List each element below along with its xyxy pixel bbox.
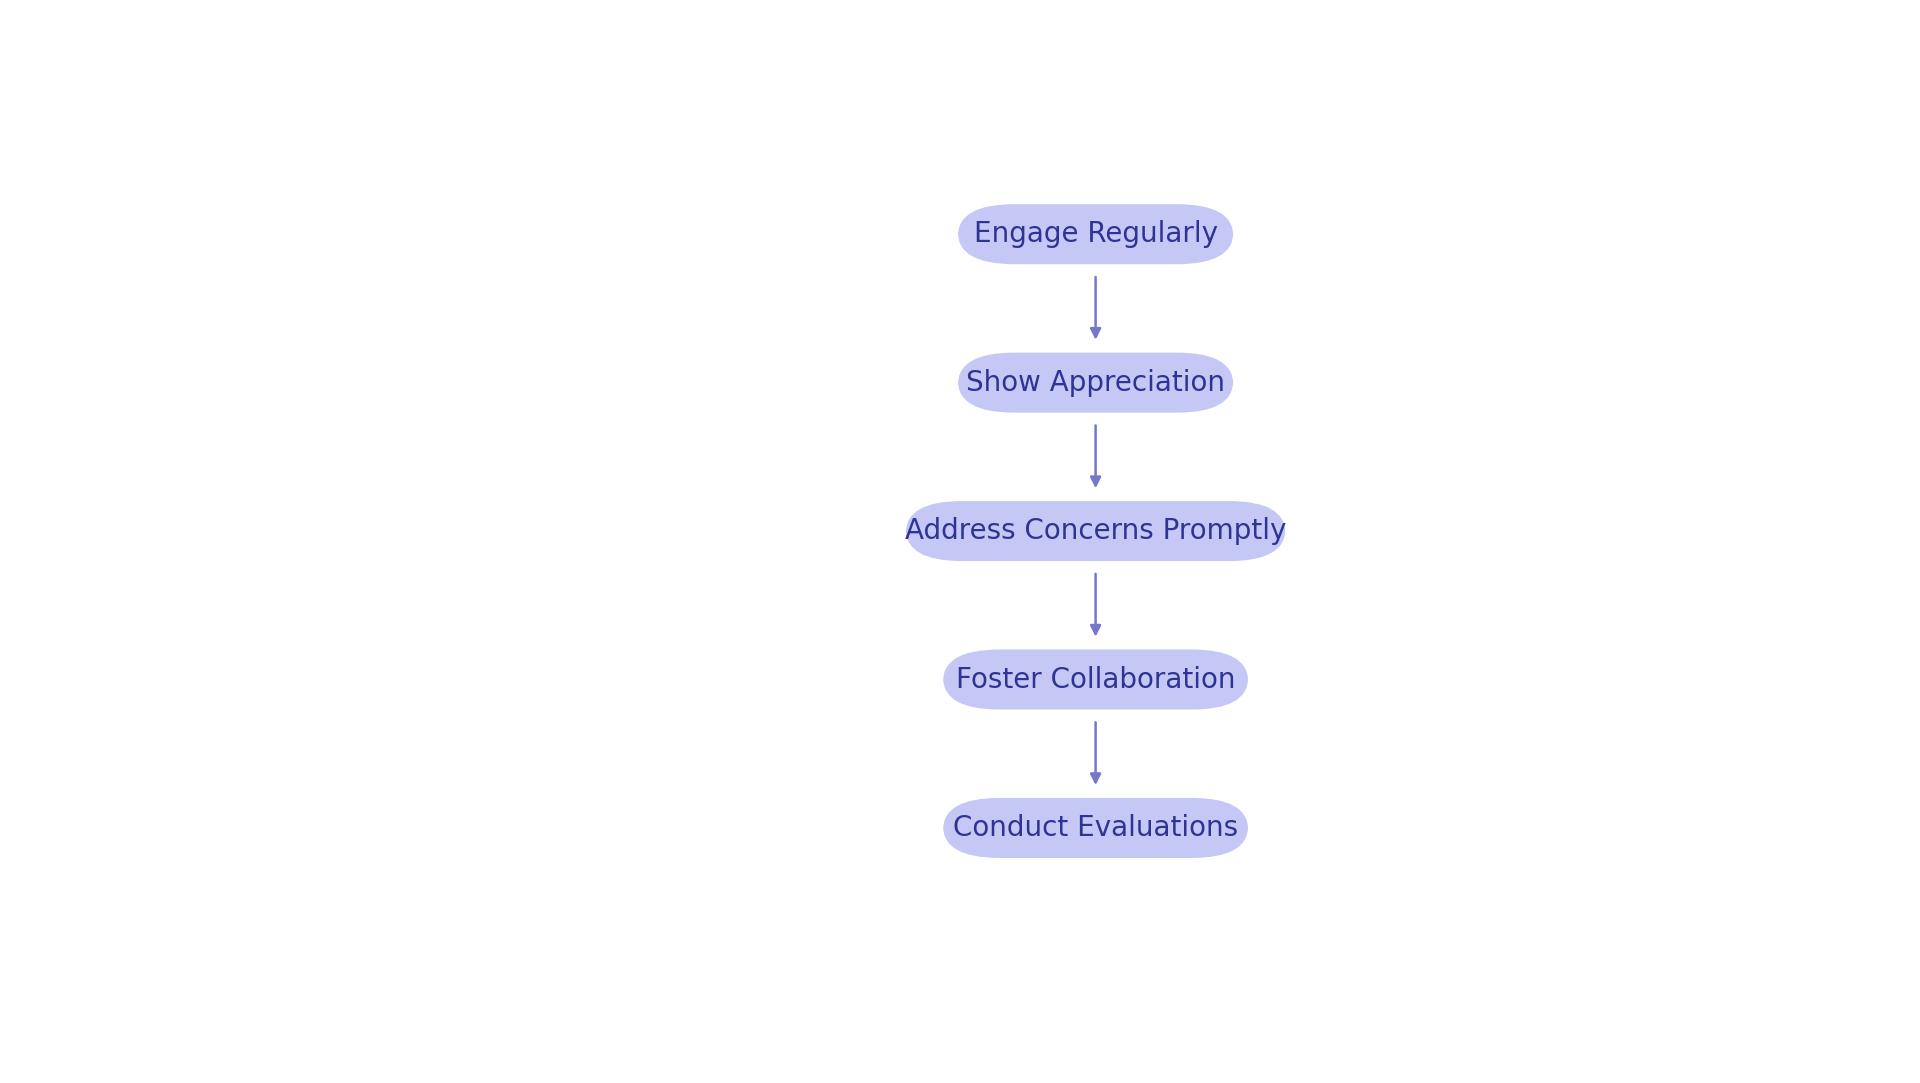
Text: Foster Collaboration: Foster Collaboration — [956, 666, 1235, 693]
Text: Show Appreciation: Show Appreciation — [966, 368, 1225, 396]
Text: Address Concerns Promptly: Address Concerns Promptly — [904, 517, 1286, 545]
FancyBboxPatch shape — [943, 650, 1248, 709]
Text: Engage Regularly: Engage Regularly — [973, 220, 1217, 248]
FancyBboxPatch shape — [906, 501, 1284, 561]
FancyBboxPatch shape — [958, 205, 1233, 264]
FancyBboxPatch shape — [943, 798, 1248, 858]
FancyBboxPatch shape — [958, 353, 1233, 413]
Text: Conduct Evaluations: Conduct Evaluations — [952, 814, 1238, 841]
